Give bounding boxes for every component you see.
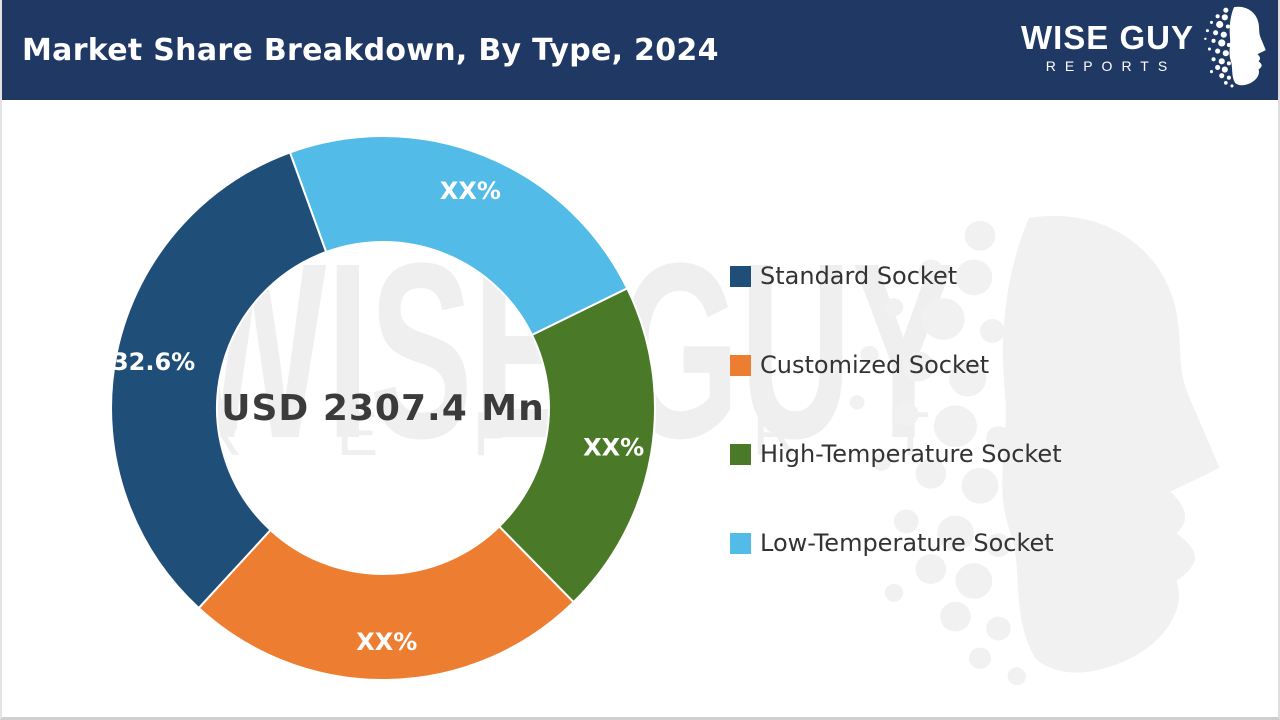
- segment-label: XX%: [583, 433, 644, 461]
- donut-segment-standard-socket: [110, 151, 328, 610]
- legend-item: High-Temperature Socket: [730, 440, 1062, 468]
- segment-label: 32.6%: [112, 348, 195, 376]
- segment-label: XX%: [356, 628, 417, 656]
- segment-label: XX%: [440, 177, 501, 205]
- donut-segment-high-temperature-socket: [497, 286, 656, 604]
- donut-segment-low-temperature-socket: [288, 135, 629, 337]
- legend-label: Standard Socket: [760, 262, 958, 290]
- legend-label: High-Temperature Socket: [760, 440, 1062, 468]
- brand-logo: WISE GUY REPORTS: [1021, 4, 1270, 90]
- legend-swatch: [730, 265, 751, 287]
- logo-wordmark: WISE GUY: [1020, 19, 1194, 57]
- legend-swatch: [730, 532, 751, 554]
- chart-legend: Standard Socket Customized Socket High-Tem…: [730, 262, 1062, 620]
- page-title: Market Share Breakdown, By Type, 2024: [22, 32, 719, 68]
- legend-label: Low-Temperature Socket: [760, 529, 1054, 557]
- donut-chart: 32.6% XX% XX% XX%: [110, 135, 656, 681]
- logo-subtitle: REPORTS: [1045, 57, 1177, 74]
- donut-segment-customized-socket: [197, 524, 576, 681]
- logo-wordmark-block: WISE GUY REPORTS: [1020, 19, 1194, 74]
- legend-item: Standard Socket: [730, 262, 1062, 290]
- header-bar: Market Share Breakdown, By Type, 2024 WI…: [2, 0, 1278, 100]
- legend-label: Customized Socket: [760, 351, 990, 379]
- legend-swatch: [730, 443, 751, 465]
- legend-item: Low-Temperature Socket: [730, 529, 1062, 557]
- logo-face-icon: [1204, 6, 1266, 88]
- legend-swatch: [730, 354, 751, 376]
- legend-item: Customized Socket: [730, 351, 1062, 379]
